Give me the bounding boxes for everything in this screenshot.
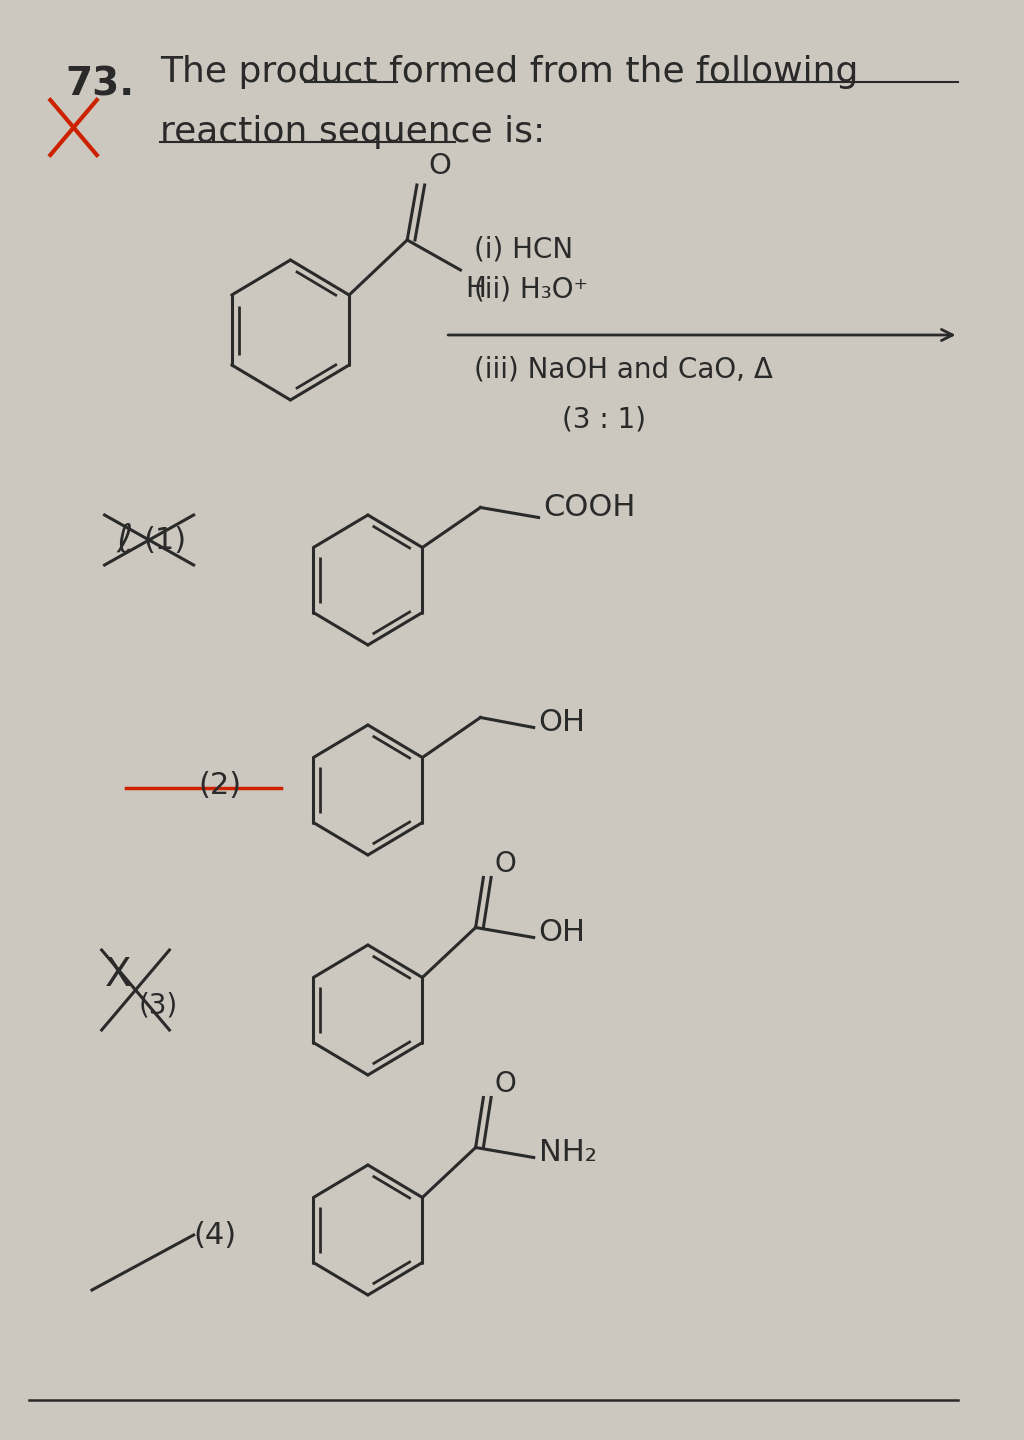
Text: (4): (4) <box>194 1221 237 1250</box>
Text: NH₂: NH₂ <box>539 1138 596 1166</box>
Text: (iii) NaOH and CaO, Δ: (iii) NaOH and CaO, Δ <box>474 356 773 383</box>
Text: H: H <box>465 275 486 302</box>
Text: (3): (3) <box>138 991 178 1020</box>
Text: reaction sequence is:: reaction sequence is: <box>160 115 545 148</box>
Text: OH: OH <box>539 919 586 948</box>
Text: (i) HCN: (i) HCN <box>474 235 573 264</box>
Text: O: O <box>428 153 452 180</box>
Text: (ii) H₃O⁺: (ii) H₃O⁺ <box>474 275 589 302</box>
Text: O: O <box>495 850 517 877</box>
Text: (1): (1) <box>143 526 186 554</box>
Text: COOH: COOH <box>544 492 636 523</box>
Text: O: O <box>495 1070 517 1097</box>
Text: ℓ: ℓ <box>116 521 132 559</box>
Text: (3 : 1): (3 : 1) <box>561 405 645 433</box>
Text: The product formed from the following: The product formed from the following <box>160 55 858 89</box>
Text: X: X <box>104 956 131 994</box>
Text: OH: OH <box>539 708 586 737</box>
Text: (2): (2) <box>199 770 242 799</box>
Text: 73.: 73. <box>66 65 135 104</box>
